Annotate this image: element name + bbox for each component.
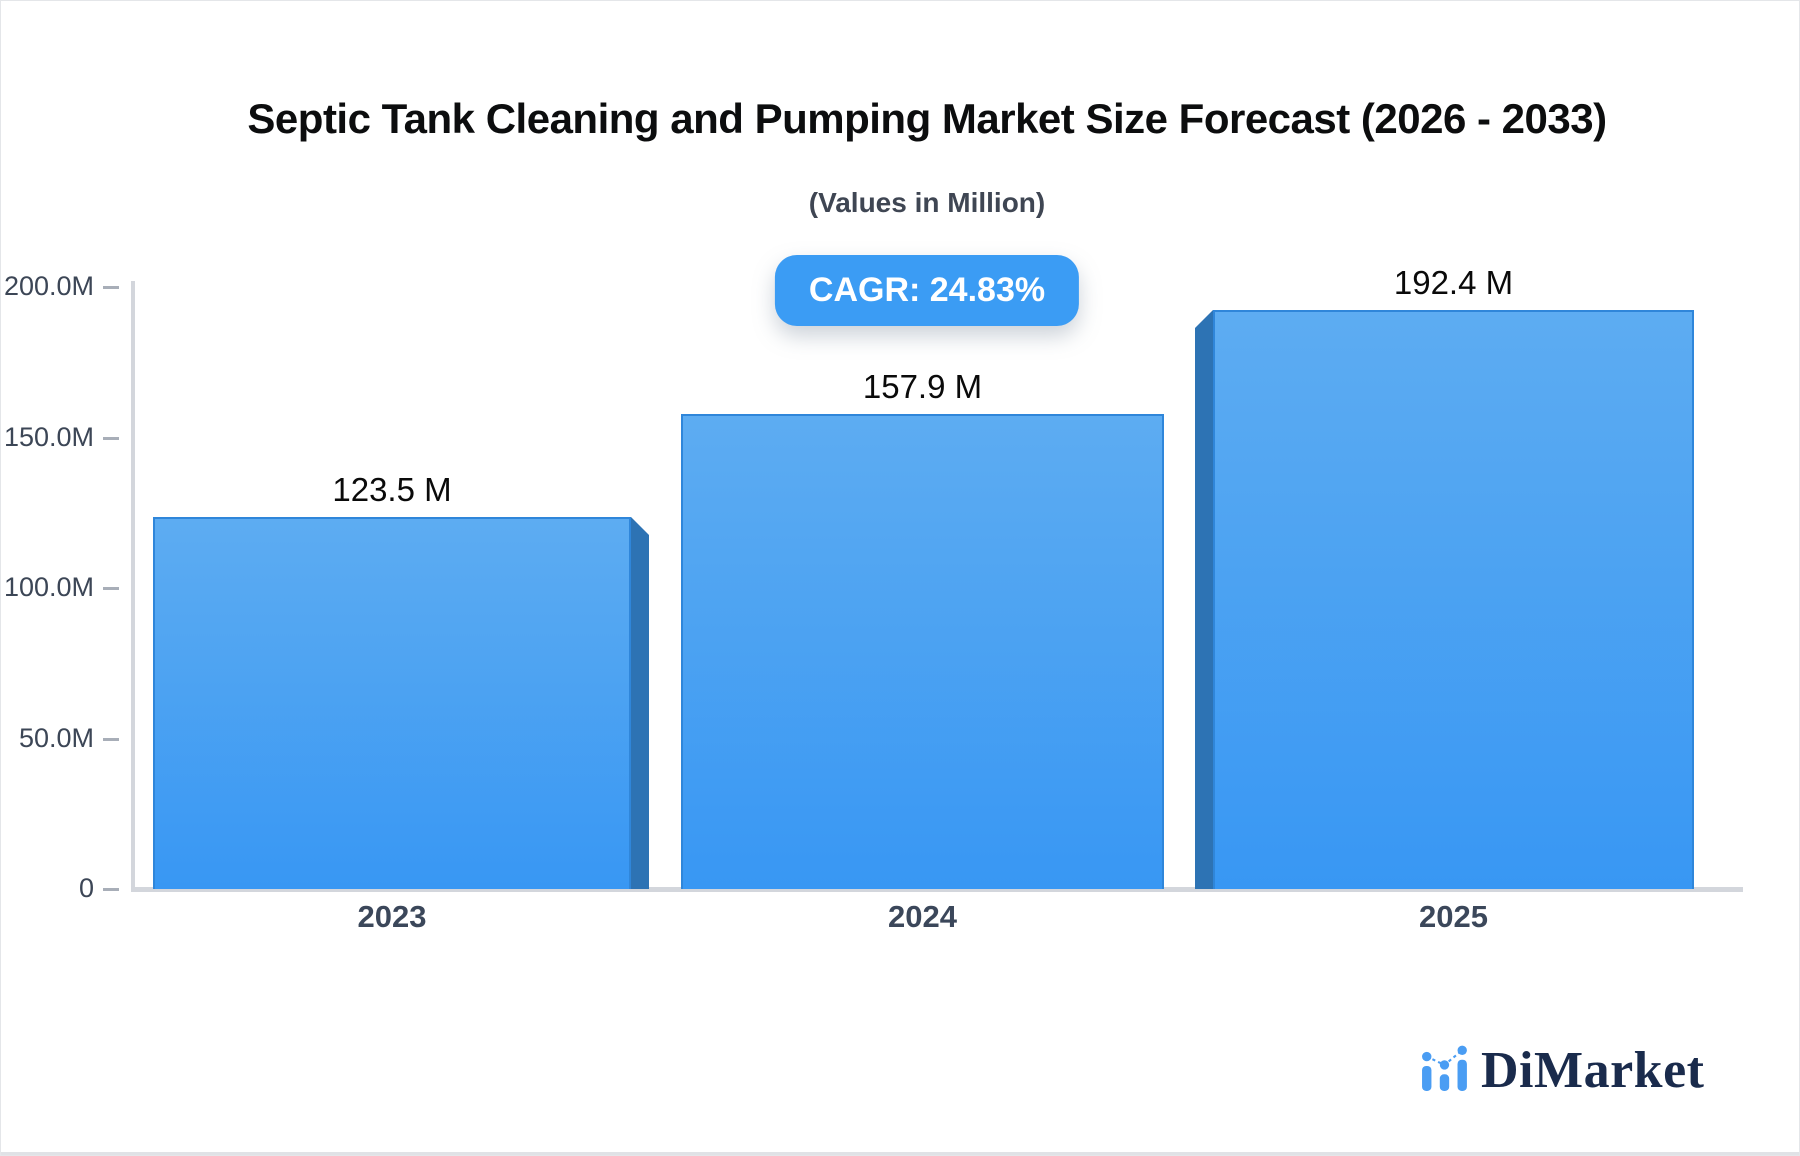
- bar-side-face: [631, 517, 649, 889]
- y-tick-mark: [103, 286, 119, 289]
- y-tick-label: 50.0M: [18, 722, 94, 753]
- chart-title: Septic Tank Cleaning and Pumping Market …: [247, 95, 1607, 142]
- y-tick-mark: [103, 436, 119, 440]
- bar-line-chart-icon: [1422, 1045, 1467, 1091]
- dimarket-logo: DiMarket: [1421, 1043, 1704, 1097]
- cagr-badge: CAGR: 24.83%: [774, 255, 1080, 326]
- y-tick-mark: [103, 587, 119, 590]
- y-tick-label: 0: [78, 873, 94, 903]
- bar-side-face: [1195, 310, 1213, 889]
- x-tick-label: 2025: [1419, 899, 1488, 934]
- bar-2024: [681, 414, 1164, 889]
- bar-2025: [1213, 310, 1694, 889]
- y-tick-label: 150.0M: [3, 421, 94, 452]
- bar-value-label: 123.5 M: [332, 471, 452, 508]
- x-axis-line: [131, 887, 1743, 892]
- dimarket-logo-text: DiMarket: [1481, 1042, 1705, 1099]
- y-tick-mark: [103, 737, 119, 741]
- bar-2023: [153, 517, 631, 889]
- x-tick-label: 2024: [888, 899, 957, 934]
- y-tick-label: 200.0M: [3, 271, 94, 301]
- y-axis-line: [131, 281, 135, 889]
- bar-value-label: 192.4 M: [1393, 264, 1514, 301]
- chart-subtitle: (Values in Million): [808, 187, 1046, 218]
- x-tick-label: 2023: [357, 899, 427, 934]
- y-tick-mark: [103, 888, 119, 891]
- bar-value-label: 157.9 M: [862, 368, 983, 405]
- y-tick-label: 100.0M: [3, 572, 94, 602]
